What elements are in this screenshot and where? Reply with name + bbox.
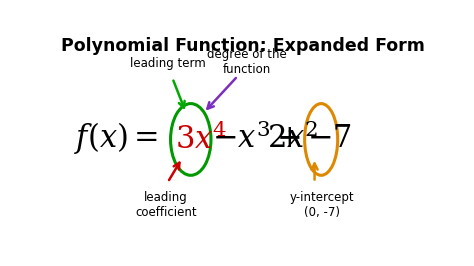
Text: $- 7$: $- 7$ xyxy=(307,124,352,153)
Text: degree of the
function: degree of the function xyxy=(207,48,286,76)
Text: $2x^2$: $2x^2$ xyxy=(267,122,319,155)
Text: y-intercept
(0, -7): y-intercept (0, -7) xyxy=(290,191,354,219)
Text: leading
coefficient: leading coefficient xyxy=(135,191,197,219)
Text: $f(x) =$: $f(x) =$ xyxy=(74,120,158,156)
Text: Polynomial Function: Expanded Form: Polynomial Function: Expanded Form xyxy=(61,37,425,55)
Text: $- x^3+$: $- x^3+$ xyxy=(212,122,301,155)
Text: leading term: leading term xyxy=(130,57,206,70)
Text: $3x^4$: $3x^4$ xyxy=(175,122,228,155)
